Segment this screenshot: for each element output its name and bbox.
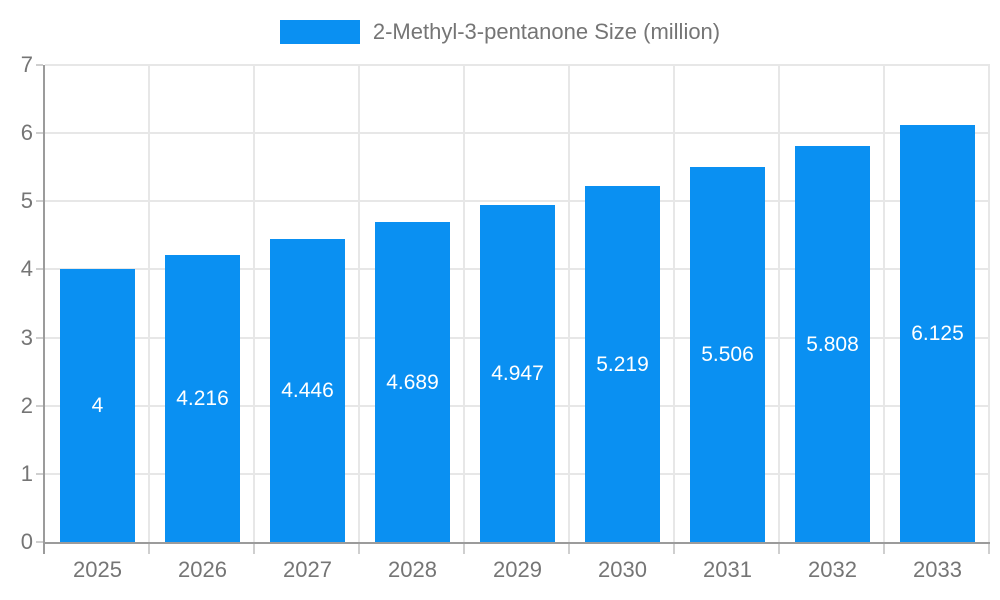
x-axis-tick xyxy=(883,544,885,554)
y-axis-tick-label: 3 xyxy=(20,324,33,350)
x-axis-tick xyxy=(568,544,570,554)
y-axis-tick xyxy=(36,404,43,407)
bar-value-label: 4.689 xyxy=(386,370,439,394)
x-axis-line xyxy=(43,542,990,544)
y-axis-tick xyxy=(36,64,43,66)
bar: 5.219 xyxy=(585,186,660,542)
y-axis-tick xyxy=(36,132,43,135)
x-axis-tick-label: 2029 xyxy=(493,557,542,582)
v-gridline xyxy=(148,65,150,542)
x-axis-tick-label: 2032 xyxy=(808,557,857,582)
v-gridline xyxy=(988,65,990,542)
y-axis-line xyxy=(43,65,45,542)
x-axis-tick xyxy=(988,544,990,554)
bar: 4 xyxy=(60,269,135,542)
v-gridline xyxy=(778,65,780,542)
y-axis-tick xyxy=(36,541,43,543)
y-axis-tick-label: 5 xyxy=(20,188,33,214)
bar: 5.808 xyxy=(795,146,870,542)
bar-value-label: 5.219 xyxy=(596,352,649,376)
x-axis-tick-label: 2028 xyxy=(388,557,437,582)
x-axis-tick-label: 2025 xyxy=(73,557,122,582)
legend-label: 2-Methyl-3-pentanone Size (million) xyxy=(372,19,721,44)
bar-value-label: 4.216 xyxy=(176,386,229,410)
y-axis-tick-label: 6 xyxy=(20,120,33,146)
x-axis-tick-label: 2031 xyxy=(703,557,752,582)
bar-value-label: 4.446 xyxy=(281,379,334,403)
bar-value-label: 6.125 xyxy=(911,321,964,345)
v-gridline xyxy=(568,65,570,542)
bar: 6.125 xyxy=(900,124,975,542)
v-gridline xyxy=(463,65,465,542)
v-gridline xyxy=(883,65,885,542)
x-axis-tick xyxy=(673,544,675,554)
bar-value-label: 4.947 xyxy=(491,361,544,385)
y-axis-tick-label: 2 xyxy=(20,392,33,418)
y-axis-tick-label: 1 xyxy=(20,460,33,486)
y-axis-tick xyxy=(36,472,43,475)
bar-value-label: 5.808 xyxy=(806,332,859,356)
x-axis-tick xyxy=(463,544,465,554)
h-gridline xyxy=(45,132,990,135)
x-axis-tick-label: 2027 xyxy=(283,557,332,582)
x-axis-tick xyxy=(253,544,255,554)
v-gridline xyxy=(673,65,675,542)
x-axis-tick xyxy=(358,544,360,554)
y-axis-tick xyxy=(36,336,43,339)
y-axis-tick xyxy=(36,200,43,203)
x-axis-tick xyxy=(778,544,780,554)
bar: 4.216 xyxy=(165,254,240,542)
y-axis-tick-label: 7 xyxy=(20,52,33,77)
bar-value-label: 5.506 xyxy=(701,342,754,366)
bar: 4.947 xyxy=(480,204,555,542)
y-axis-tick-label: 0 xyxy=(20,529,33,554)
x-axis-tick xyxy=(148,544,150,554)
bar: 4.689 xyxy=(375,222,450,542)
v-gridline xyxy=(358,65,360,542)
v-gridline xyxy=(253,65,255,542)
bar-value-label: 4 xyxy=(91,394,104,418)
legend[interactable]: 2-Methyl-3-pentanone Size (million) xyxy=(0,17,1000,47)
x-axis-tick xyxy=(43,544,45,554)
h-gridline xyxy=(45,200,990,203)
legend-swatch xyxy=(279,20,360,44)
h-gridline xyxy=(45,64,990,66)
x-axis-tick-label: 2033 xyxy=(913,557,962,582)
y-axis-tick-label: 4 xyxy=(20,256,33,282)
x-axis-tick-label: 2026 xyxy=(178,557,227,582)
plot-area: 0 1 2 3 4 5 6 7 2025 4 2026 4.216 2027 4.446 2028 4.689… xyxy=(21,54,990,581)
x-axis-tick-label: 2030 xyxy=(598,557,647,582)
bar: 5.506 xyxy=(690,166,765,542)
y-axis-tick xyxy=(36,268,43,271)
bar: 4.446 xyxy=(270,239,345,542)
